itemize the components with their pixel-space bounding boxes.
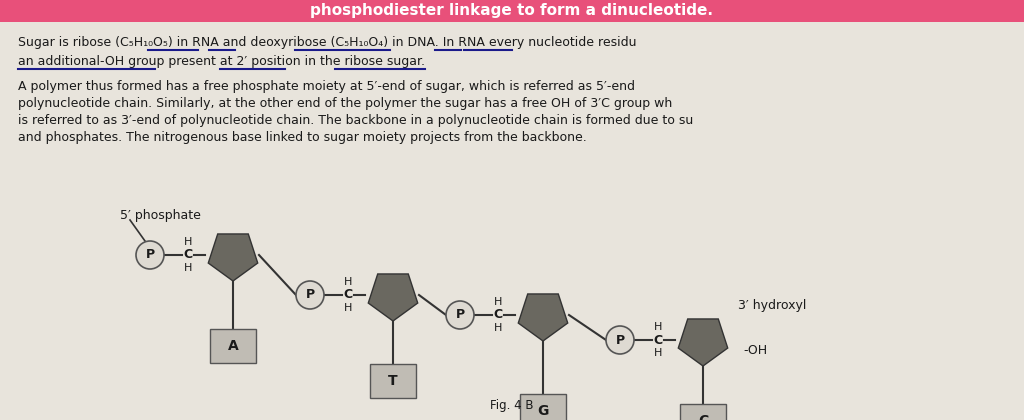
Text: P: P	[145, 249, 155, 262]
FancyBboxPatch shape	[370, 364, 416, 398]
FancyBboxPatch shape	[680, 404, 726, 420]
Text: C: C	[183, 249, 193, 262]
Polygon shape	[208, 234, 258, 281]
Circle shape	[606, 326, 634, 354]
Text: 3′ hydroxyl: 3′ hydroxyl	[738, 299, 806, 312]
Text: H: H	[344, 303, 352, 313]
FancyBboxPatch shape	[520, 394, 566, 420]
FancyBboxPatch shape	[210, 329, 256, 363]
FancyBboxPatch shape	[0, 0, 1024, 22]
Text: H: H	[494, 297, 502, 307]
Text: and phosphates. The nitrogenous base linked to sugar moiety projects from the ba: and phosphates. The nitrogenous base lin…	[18, 131, 587, 144]
Circle shape	[136, 241, 164, 269]
Text: phosphodiester linkage to form a dinucleotide.: phosphodiester linkage to form a dinucle…	[310, 3, 714, 18]
Text: C: C	[698, 414, 709, 420]
Polygon shape	[369, 274, 418, 321]
Text: A polymer thus formed has a free phosphate moiety at 5′-end of sugar, which is r: A polymer thus formed has a free phospha…	[18, 80, 635, 93]
Polygon shape	[518, 294, 567, 341]
Text: C: C	[653, 333, 663, 346]
Text: G: G	[538, 404, 549, 418]
Text: C: C	[494, 309, 503, 321]
Text: H: H	[184, 237, 193, 247]
Text: C: C	[343, 289, 352, 302]
Text: H: H	[184, 263, 193, 273]
Text: T: T	[388, 374, 397, 388]
Polygon shape	[678, 319, 728, 366]
Text: 5′ phosphate: 5′ phosphate	[120, 208, 201, 221]
Circle shape	[446, 301, 474, 329]
Text: Sugar is ribose (C₅H₁₀O₅) in RNA and deoxyribose (C₅H₁₀O₄) in DNA. In RNA every : Sugar is ribose (C₅H₁₀O₅) in RNA and deo…	[18, 36, 637, 49]
Text: is referred to as 3′-end of polynucleotide chain. The backbone in a polynucleoti: is referred to as 3′-end of polynucleoti…	[18, 114, 693, 127]
Text: H: H	[653, 322, 663, 332]
Circle shape	[296, 281, 324, 309]
Text: an additional-OH group present at 2′ position in the ribose sugar.: an additional-OH group present at 2′ pos…	[18, 55, 425, 68]
Text: H: H	[344, 277, 352, 287]
Text: P: P	[456, 309, 465, 321]
Text: P: P	[305, 289, 314, 302]
Text: H: H	[494, 323, 502, 333]
Text: H: H	[653, 348, 663, 358]
Text: A: A	[227, 339, 239, 353]
Text: Fig. 4 B: Fig. 4 B	[490, 399, 534, 412]
Text: -OH: -OH	[743, 344, 767, 357]
Text: P: P	[615, 333, 625, 346]
Text: polynucleotide chain. Similarly, at the other end of the polymer the sugar has a: polynucleotide chain. Similarly, at the …	[18, 97, 672, 110]
